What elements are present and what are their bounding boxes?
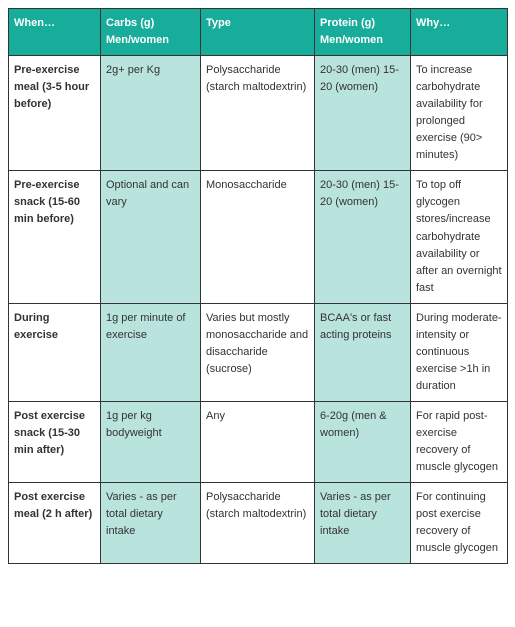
- cell-carbs: 2g+ per Kg: [101, 56, 201, 171]
- col-header-when: When…: [9, 9, 101, 56]
- col-header-why: Why…: [411, 9, 508, 56]
- cell-carbs: Varies - as per total dietary intake: [101, 483, 201, 564]
- cell-protein: Varies - as per total dietary intake: [315, 483, 411, 564]
- table-row: Post exercise snack (15-30 min after) 1g…: [9, 401, 508, 482]
- nutrition-table: When… Carbs (g) Men/women Type Protein (…: [8, 8, 508, 564]
- cell-protein: 6-20g (men & women): [315, 401, 411, 482]
- cell-type: Any: [201, 401, 315, 482]
- cell-when: Post exercise snack (15-30 min after): [9, 401, 101, 482]
- cell-type: Polysaccharide (starch maltodextrin): [201, 56, 315, 171]
- cell-protein: 20-30 (men) 15-20 (women): [315, 56, 411, 171]
- cell-carbs: 1g per minute of exercise: [101, 303, 201, 401]
- cell-why: For continuing post exercise recovery of…: [411, 483, 508, 564]
- cell-protein: 20-30 (men) 15-20 (women): [315, 171, 411, 303]
- cell-why: During moderate-intensity or continuous …: [411, 303, 508, 401]
- cell-when: Pre-exercise meal (3-5 hour before): [9, 56, 101, 171]
- table-row: Post exercise meal (2 h after) Varies - …: [9, 483, 508, 564]
- header-row: When… Carbs (g) Men/women Type Protein (…: [9, 9, 508, 56]
- cell-protein: BCAA's or fast acting proteins: [315, 303, 411, 401]
- cell-type: Polysaccharide (starch maltodextrin): [201, 483, 315, 564]
- cell-type: Varies but mostly monosaccharide and dis…: [201, 303, 315, 401]
- cell-carbs: Optional and can vary: [101, 171, 201, 303]
- table-row: Pre-exercise meal (3-5 hour before) 2g+ …: [9, 56, 508, 171]
- cell-when: Pre-exercise snack (15-60 min before): [9, 171, 101, 303]
- col-header-protein: Protein (g) Men/women: [315, 9, 411, 56]
- cell-type: Monosaccharide: [201, 171, 315, 303]
- table-row: During exercise 1g per minute of exercis…: [9, 303, 508, 401]
- table-row: Pre-exercise snack (15-60 min before) Op…: [9, 171, 508, 303]
- col-header-type: Type: [201, 9, 315, 56]
- cell-when: During exercise: [9, 303, 101, 401]
- cell-why: To top off glycogen stores/increase carb…: [411, 171, 508, 303]
- cell-when: Post exercise meal (2 h after): [9, 483, 101, 564]
- cell-why: For rapid post-exercise recovery of musc…: [411, 401, 508, 482]
- cell-why: To increase carbohydrate availability fo…: [411, 56, 508, 171]
- cell-carbs: 1g per kg bodyweight: [101, 401, 201, 482]
- col-header-carbs: Carbs (g) Men/women: [101, 9, 201, 56]
